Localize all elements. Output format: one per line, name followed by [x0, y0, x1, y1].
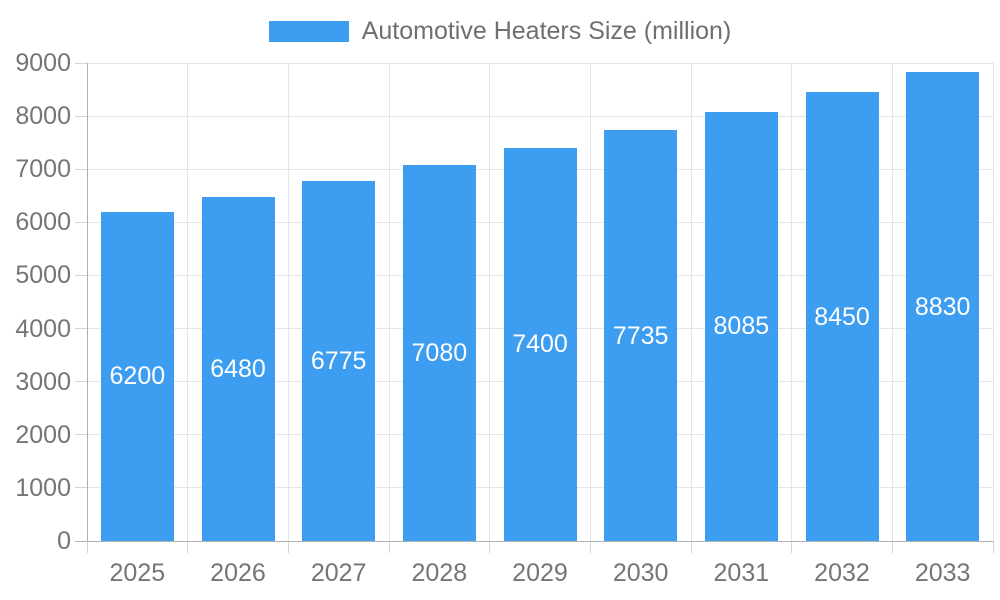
bar-2030[interactable]: 7735 — [604, 130, 678, 541]
y-gridline — [87, 62, 993, 64]
legend-label: Automotive Heaters Size (million) — [361, 16, 732, 45]
x-tick — [690, 541, 692, 553]
x-gridline — [287, 63, 289, 541]
y-tick — [75, 168, 87, 170]
y-axis-line — [86, 63, 88, 541]
y-tick — [75, 487, 87, 489]
x-tick — [589, 541, 591, 553]
x-gridline — [187, 63, 189, 541]
x-gridline — [891, 63, 893, 541]
y-axis-label: 4000 — [15, 314, 71, 343]
y-axis-label: 0 — [57, 527, 71, 555]
bar-value-label: 7400 — [512, 330, 568, 359]
bar-value-label: 6775 — [310, 347, 367, 376]
x-axis-label: 2028 — [411, 559, 468, 587]
x-axis-label: 2031 — [713, 559, 770, 587]
x-axis-label: 2025 — [109, 559, 166, 587]
bar-2027[interactable]: 6775 — [302, 181, 376, 541]
y-tick — [75, 115, 87, 117]
x-axis-label: 2027 — [310, 559, 367, 587]
x-axis-label: 2032 — [814, 559, 870, 587]
bar-2029[interactable]: 7400 — [503, 147, 577, 541]
x-tick — [86, 541, 88, 553]
bar-value-label: 7735 — [612, 321, 669, 350]
x-tick — [388, 541, 390, 553]
bar-value-label: 6480 — [210, 354, 266, 383]
bar-2033[interactable]: 8830 — [906, 72, 980, 541]
x-gridline — [589, 63, 591, 541]
y-gridline — [87, 115, 993, 117]
y-tick — [75, 221, 87, 223]
bar-value-label: 8830 — [914, 292, 971, 321]
x-axis-line — [75, 540, 993, 542]
y-axis-label: 1000 — [15, 473, 71, 502]
y-tick — [75, 381, 87, 383]
x-tick — [287, 541, 289, 553]
x-gridline — [791, 63, 793, 541]
x-tick — [992, 541, 994, 553]
x-tick — [489, 541, 491, 553]
x-tick — [891, 541, 893, 553]
y-axis-label: 5000 — [15, 261, 71, 290]
x-gridline — [489, 63, 491, 541]
legend-swatch[interactable] — [268, 20, 349, 42]
y-tick — [75, 328, 87, 330]
y-axis-label: 8000 — [15, 102, 71, 131]
bar-2026[interactable]: 6480 — [201, 196, 275, 541]
y-tick — [75, 274, 87, 276]
y-tick — [75, 434, 87, 436]
x-gridline — [388, 63, 390, 541]
x-axis-label: 2026 — [210, 559, 266, 587]
x-gridline — [992, 63, 994, 541]
y-axis-label: 6000 — [15, 208, 71, 237]
bar-value-label: 7080 — [411, 338, 468, 367]
y-axis-label: 3000 — [15, 367, 71, 396]
x-axis-label: 2030 — [612, 559, 669, 587]
x-tick — [187, 541, 189, 553]
bar-2025[interactable]: 6200 — [100, 211, 174, 541]
bar-value-label: 8085 — [713, 312, 770, 341]
x-axis-label: 2033 — [914, 559, 971, 587]
y-axis-label: 7000 — [15, 155, 71, 184]
bar-2031[interactable]: 8085 — [704, 111, 778, 541]
x-gridline — [690, 63, 692, 541]
x-tick — [791, 541, 793, 553]
legend[interactable]: Automotive Heaters Size (million) — [0, 16, 1000, 45]
x-axis-label: 2029 — [512, 559, 568, 587]
y-tick — [75, 62, 87, 64]
bar-value-label: 6200 — [109, 362, 166, 391]
bar-2028[interactable]: 7080 — [402, 164, 476, 541]
bar-value-label: 8450 — [814, 302, 870, 331]
bar-2032[interactable]: 8450 — [805, 92, 879, 541]
y-axis-label: 2000 — [15, 420, 71, 449]
y-axis-label: 9000 — [15, 49, 71, 77]
